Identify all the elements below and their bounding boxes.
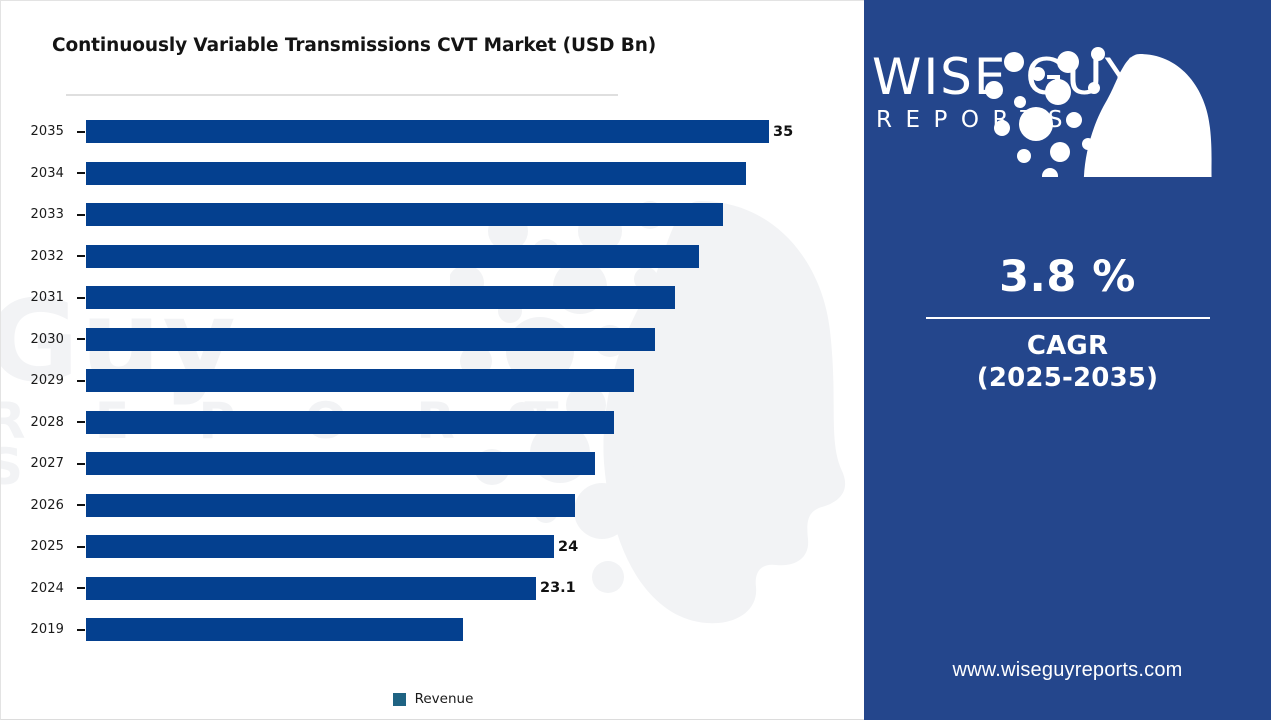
y-axis-tick-mark (77, 379, 85, 382)
y-axis-tick-mark (77, 172, 85, 175)
cagr-block: 3.8 % CAGR (2025-2035) (864, 252, 1271, 395)
cagr-period: (2025-2035) (976, 362, 1159, 393)
logo-wordmark-primary: WISE GUY (872, 48, 1138, 106)
cagr-value: 3.8 % (999, 252, 1136, 302)
chart-row: 2019 (1, 609, 864, 651)
bar[interactable] (86, 452, 595, 476)
chart-row: 2024 23.1 (1, 568, 864, 610)
y-axis-tick-mark (77, 504, 85, 507)
bar[interactable] (86, 410, 614, 434)
bar-value-label: 24 (558, 538, 579, 555)
y-axis-tick-mark (77, 421, 85, 424)
title-divider (66, 94, 618, 96)
website-url[interactable]: www.wiseguyreports.com (952, 659, 1183, 681)
y-axis-tick-label: 2032 (30, 248, 64, 264)
y-axis-tick-label: 2026 (30, 497, 64, 513)
wiseguy-reports-logo-icon (985, 47, 1212, 177)
chart-row: 2025 24 (1, 526, 864, 568)
legend-swatch-icon (392, 692, 406, 706)
bar[interactable] (86, 369, 634, 393)
y-axis-tick-label: 2027 (30, 456, 64, 472)
chart-row: 2029 (1, 360, 864, 402)
bar[interactable] (86, 120, 769, 144)
chart-row: 2034 (1, 153, 864, 195)
bar[interactable] (86, 618, 463, 642)
y-axis-tick-label: 2035 (30, 124, 64, 140)
bar[interactable] (86, 535, 554, 559)
y-axis-tick-mark (77, 338, 85, 341)
y-axis-tick-label: 2024 (30, 580, 64, 596)
y-axis-tick-label: 2025 (30, 539, 64, 555)
y-axis-tick-label: 2029 (30, 373, 64, 389)
y-axis-tick-mark (77, 255, 85, 258)
chart-row: 2031 (1, 277, 864, 319)
bar[interactable] (86, 286, 675, 310)
bar[interactable] (86, 244, 699, 268)
logo-wordmark-secondary: REPORTS (876, 107, 1076, 133)
bar[interactable] (86, 203, 723, 227)
bar[interactable] (86, 493, 575, 517)
y-axis-tick-label: 2028 (30, 414, 64, 430)
y-axis-tick-label: 2031 (30, 290, 64, 306)
y-axis-tick-mark (77, 130, 85, 133)
chart-row: 2035 35 (1, 111, 864, 153)
y-axis-tick-mark (77, 462, 85, 465)
y-axis-tick-mark (77, 587, 85, 590)
y-axis-tick-label: 2030 (30, 331, 64, 347)
chart-row: 2027 (1, 443, 864, 485)
bar[interactable] (86, 327, 655, 351)
y-axis-tick-mark (77, 296, 85, 299)
chart-title: Continuously Variable Transmissions CVT … (52, 35, 657, 56)
legend-item-label: Revenue (414, 691, 474, 707)
chart-row: 2026 (1, 485, 864, 527)
y-axis-tick-label: 2033 (30, 207, 64, 223)
cagr-label: CAGR (1026, 331, 1109, 362)
y-axis-tick-mark (77, 628, 85, 631)
y-axis-tick-mark (77, 545, 85, 548)
bar[interactable] (86, 576, 536, 600)
chart-row: 2032 (1, 236, 864, 278)
cagr-divider (925, 317, 1210, 320)
y-axis-tick-mark (77, 213, 85, 216)
y-axis-tick-label: 2019 (30, 622, 64, 638)
chart-row: 2033 (1, 194, 864, 236)
bar-value-label: 35 (773, 123, 794, 140)
bar-chart-plot: 2035 35 2034 2033 2032 (1, 111, 864, 651)
bar[interactable] (86, 161, 746, 185)
chart-panel: GuyR E P O R T S (0, 0, 864, 720)
y-axis-tick-label: 2034 (30, 165, 64, 181)
brand-panel: WISE GUY REPORTS 3.8 % CAGR (2025-2035) … (864, 0, 1271, 720)
chart-row: 2030 (1, 319, 864, 361)
bar-value-label: 23.1 (540, 580, 576, 597)
chart-row: 2028 (1, 402, 864, 444)
chart-legend: Revenue (1, 691, 864, 707)
